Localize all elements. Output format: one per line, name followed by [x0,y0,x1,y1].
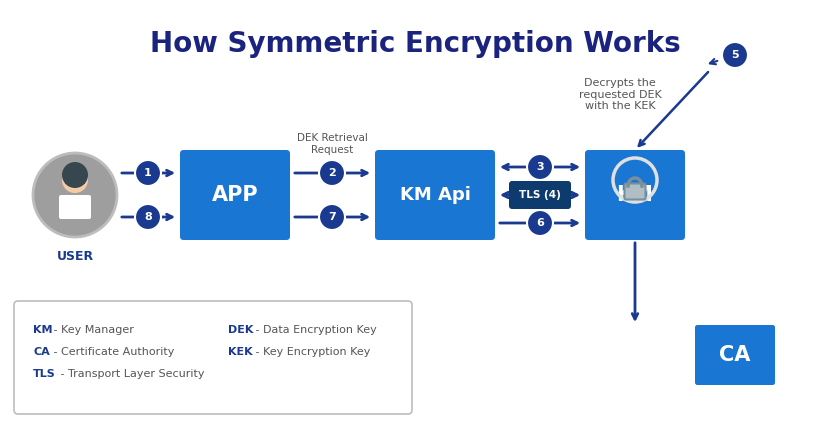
Text: TLS (4): TLS (4) [519,190,561,200]
FancyBboxPatch shape [14,301,412,414]
Text: - Key Manager: - Key Manager [50,325,134,335]
Text: - Data Encryption Key: - Data Encryption Key [252,325,377,335]
Text: KEK: KEK [228,347,252,357]
Text: 5: 5 [731,50,739,60]
Text: KM: KM [33,325,52,335]
Circle shape [722,42,748,68]
FancyBboxPatch shape [509,181,571,209]
Text: CA: CA [33,347,50,357]
Text: APP: APP [212,185,258,205]
Text: - Key Encryption Key: - Key Encryption Key [252,347,370,357]
FancyBboxPatch shape [375,150,495,240]
Text: 8: 8 [144,212,152,222]
Text: Decrypts the
requested DEK
with the KEK: Decrypts the requested DEK with the KEK [579,78,662,111]
Text: TLS: TLS [33,369,56,379]
Text: 1: 1 [144,168,152,178]
FancyBboxPatch shape [624,184,646,200]
Text: - Transport Layer Security: - Transport Layer Security [57,369,204,379]
Circle shape [62,162,88,188]
Text: USER: USER [56,250,94,263]
Text: 3: 3 [536,162,544,172]
Circle shape [319,204,345,230]
Circle shape [62,167,88,193]
Text: 2: 2 [328,168,336,178]
FancyBboxPatch shape [695,325,775,385]
Text: - Certificate Authority: - Certificate Authority [50,347,174,357]
Circle shape [319,160,345,186]
Text: CA: CA [720,345,750,365]
Text: KM Api: KM Api [399,186,471,204]
Text: 6: 6 [536,218,544,228]
Circle shape [527,154,553,180]
Text: KM: KM [617,185,653,205]
FancyBboxPatch shape [59,195,91,219]
FancyBboxPatch shape [585,150,685,240]
Circle shape [135,204,161,230]
Text: 7: 7 [328,212,336,222]
Circle shape [527,210,553,236]
Text: How Symmetric Encryption Works: How Symmetric Encryption Works [149,30,681,58]
Text: DEK Retrieval
Request: DEK Retrieval Request [296,134,368,155]
Circle shape [33,153,117,237]
Circle shape [135,160,161,186]
FancyBboxPatch shape [180,150,290,240]
Text: DEK: DEK [228,325,253,335]
